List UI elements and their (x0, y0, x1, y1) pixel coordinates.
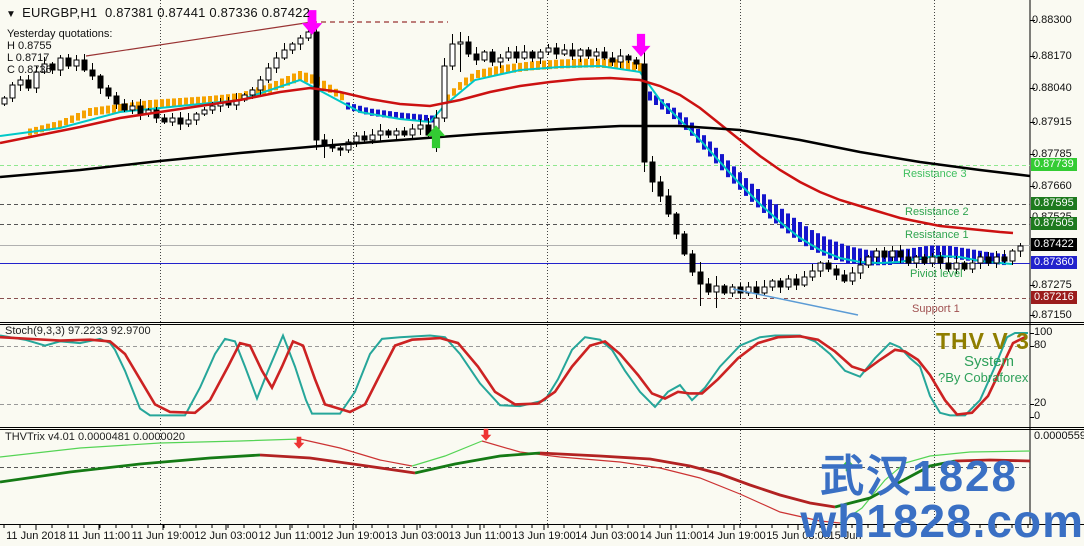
time-axis-ticks (3, 524, 1029, 530)
time-axis-label: 11 Jun 11:00 (68, 530, 130, 542)
price-badge-support-1: 0.87216 (1031, 291, 1077, 304)
symbol-period-label: EURGBP,H1 (22, 5, 98, 20)
time-axis-label: 11 Jun 19:00 (131, 530, 195, 542)
stoch-axis-label: 80 (1034, 339, 1047, 351)
price-badge-piviot-level: 0.87360 (1031, 256, 1077, 269)
time-axis-label: 11 Jun 2018 (6, 530, 66, 542)
sell-signal-arrow (631, 33, 651, 57)
level-label-support-1: Support 1 (912, 303, 960, 315)
candles-layer[interactable] (1, 24, 1024, 308)
trendlines (85, 21, 859, 316)
yesterday-close: C 0.8736 (7, 64, 52, 76)
thv-system-credit: ?By Cobraforex (938, 370, 1029, 385)
time-axis-label: 15 Jun (828, 530, 862, 542)
trix-axis-label: 0.0000559 (1034, 430, 1084, 442)
trix-arrows (293, 428, 854, 472)
level-label-resistance-3: Resistance 3 (903, 168, 967, 180)
yesterday-title: Yesterday quotations: (7, 28, 113, 40)
price-axis-label: 0.87660 (1032, 180, 1072, 192)
watermark-chinese: 武汉1828 (820, 452, 1018, 501)
price-badge-current: 0.87422 (1031, 238, 1077, 251)
price-badge-resistance-1: 0.87505 (1031, 217, 1077, 230)
stoch-axis-label: 0 (1034, 410, 1041, 422)
time-axis-label: 14 Jun 11:00 (639, 530, 703, 542)
price-axis-label: 0.87150 (1032, 309, 1072, 321)
watermark-domain: wh1828.com (800, 495, 1084, 546)
level-label-piviot-level: Piviot level (910, 268, 963, 280)
stoch-axis-label: 20 (1034, 397, 1047, 409)
thvtrix-panel (0, 438, 1030, 524)
time-axis-label: 15 Jun 03:00 (766, 530, 830, 542)
coral-ribbon (28, 58, 1006, 266)
signal-arrows (301, 10, 651, 149)
sell-signal-arrow (293, 436, 305, 449)
stoch-indicator-label: Stoch(9,3,3) 97.2233 92.9700 (5, 325, 151, 337)
price-axis-label: 0.87785 (1032, 148, 1072, 160)
thv-system-title: THV V 3 (936, 328, 1030, 354)
buy-signal-arrow (842, 459, 854, 472)
buy-signal-arrow (426, 125, 446, 149)
price-badge-resistance-2: 0.87595 (1031, 197, 1077, 210)
stochastic-panel (0, 332, 1030, 417)
yesterday-quotations: Yesterday quotations: H 0.8755 L 0.8717 … (7, 28, 112, 76)
time-axis-label: 12 Jun 03:00 (194, 530, 258, 542)
stoch-axis-label: 100 (1034, 326, 1053, 338)
yesterday-high: H 0.8755 (7, 40, 52, 52)
level-label-resistance-2: Resistance 2 (905, 206, 969, 218)
time-axis-label: 13 Jun 19:00 (512, 530, 576, 542)
time-axis-label: 12 Jun 19:00 (321, 530, 385, 542)
chart-header: ▼ EURGBP,H1 0.87381 0.87441 0.87336 0.874… (6, 5, 310, 20)
price-axis-label: 0.88040 (1032, 82, 1072, 94)
time-axis-label: 13 Jun 03:00 (385, 530, 449, 542)
chart-menu-icon[interactable]: ▼ (6, 9, 17, 20)
time-axis-label: 13 Jun 11:00 (448, 530, 512, 542)
time-axis-label: 14 Jun 19:00 (702, 530, 766, 542)
moving-averages (0, 76, 1030, 235)
price-axis-label: 0.87275 (1032, 279, 1072, 291)
thv-system-subtitle: System (964, 353, 1015, 370)
sell-signal-arrow (301, 10, 323, 35)
price-axis-label: 0.88300 (1032, 14, 1072, 26)
sell-signal-arrow (480, 428, 492, 441)
time-axis-label: 12 Jun 11:00 (258, 530, 322, 542)
yesterday-low: L 0.8717 (7, 52, 50, 64)
price-axis-label: 0.87915 (1032, 116, 1072, 128)
pivot-level-lines (0, 165, 1030, 299)
trix-indicator-label: THVTrix v4.01 0.0000481 0.0000020 (5, 431, 185, 443)
ohlc-quote: 0.87381 0.87441 0.87336 0.87422 (105, 5, 311, 20)
time-axis-label: 14 Jun 03:00 (575, 530, 639, 542)
price-badge-resistance-3: 0.87739 (1031, 158, 1077, 171)
price-axis-label: 0.88170 (1032, 50, 1072, 62)
level-label-resistance-1: Resistance 1 (905, 229, 969, 241)
day-separators (160, 0, 935, 524)
